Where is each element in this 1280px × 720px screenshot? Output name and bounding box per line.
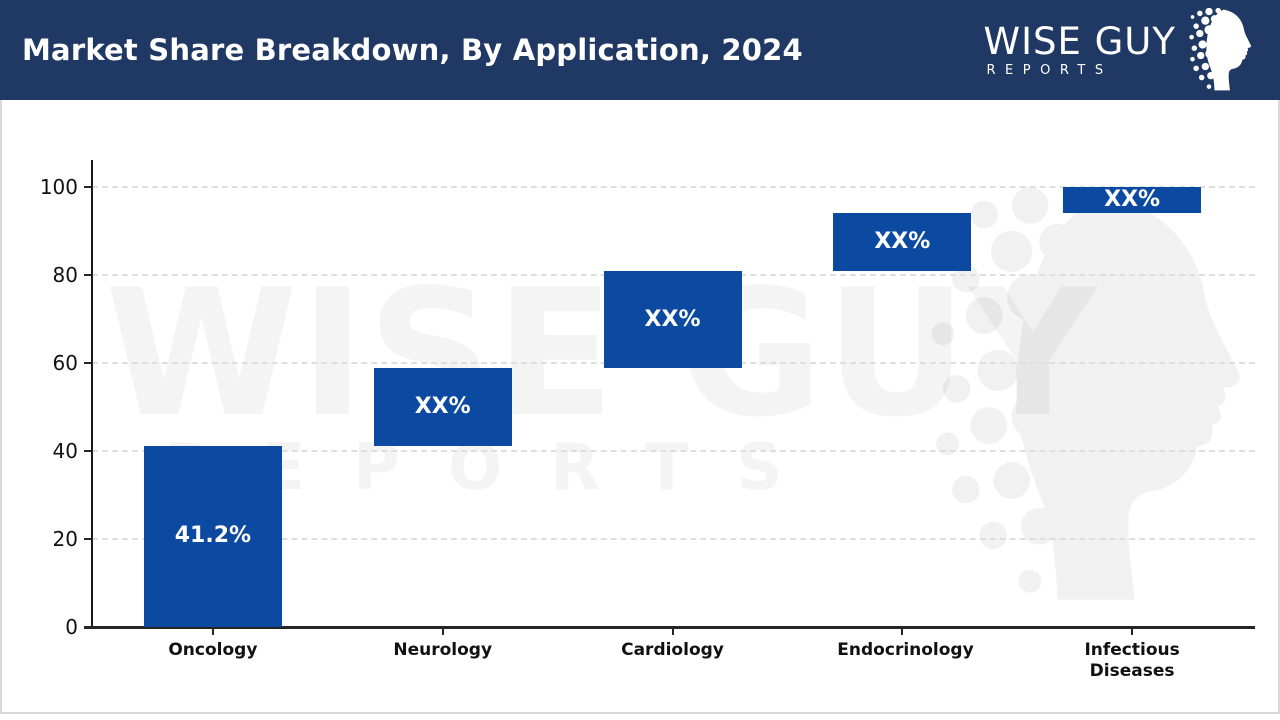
y-tick-40 <box>84 450 91 452</box>
y-tick-label-40: 40 <box>52 439 78 463</box>
bar-value-label: XX% <box>414 393 471 419</box>
x-label-endocrinology: Endocrinology <box>837 640 974 660</box>
x-label-oncology: Oncology <box>168 640 258 660</box>
bar-oncology: 41.2% <box>143 445 282 627</box>
y-tick-label-0: 0 <box>65 615 78 639</box>
y-tick-label-80: 80 <box>52 263 78 287</box>
bar-value-label: XX% <box>874 229 931 255</box>
x-label-neurology: Neurology <box>393 640 493 660</box>
page-title: Market Share Breakdown, By Application, … <box>22 33 803 67</box>
bar-value-label: 41.2% <box>174 523 252 549</box>
watermark-wordmark: WISE GUY <box>105 253 1099 456</box>
y-tick-20 <box>84 538 91 540</box>
x-tick-2 <box>671 627 674 635</box>
x-tick-0 <box>211 627 214 635</box>
bar-infectious-diseases: XX% <box>1063 186 1202 213</box>
logo-text: WISE GUY REPORTS <box>984 23 1176 77</box>
gridline-20 <box>92 538 1255 540</box>
logo-wordmark: WISE GUY <box>983 20 1176 63</box>
chart-card: WISE GUY REPORTS 0 20 40 60 80 100 41.2% Oncolo… <box>0 100 1280 714</box>
gridline-100 <box>92 186 1255 188</box>
x-axis-line <box>84 626 1255 629</box>
wise-guy-reports-logo: WISE GUY REPORTS <box>984 6 1280 94</box>
y-tick-100 <box>84 186 91 188</box>
x-tick-4 <box>1131 627 1134 635</box>
y-tick-label-100: 100 <box>39 175 78 199</box>
x-tick-1 <box>441 627 444 635</box>
logo-subtitle: REPORTS <box>986 63 1113 78</box>
header: Market Share Breakdown, By Application, … <box>0 0 1280 100</box>
x-label-infectious-diseases: Infectious Diseases <box>1084 640 1180 682</box>
bar-value-label: XX% <box>1104 186 1161 212</box>
y-tick-label-20: 20 <box>52 527 78 551</box>
bar-endocrinology: XX% <box>833 212 972 272</box>
x-label-cardiology: Cardiology <box>621 640 724 660</box>
x-tick-3 <box>901 627 904 635</box>
bar-value-label: XX% <box>644 306 701 332</box>
y-tick-80 <box>84 274 91 276</box>
y-tick-label-60: 60 <box>52 351 78 375</box>
bar-neurology: XX% <box>373 368 512 446</box>
bar-cardiology: XX% <box>603 271 742 369</box>
dotted-face-icon <box>1189 7 1251 91</box>
gridline-40 <box>92 450 1255 452</box>
y-axis-line <box>91 160 93 629</box>
y-tick-60 <box>84 362 91 364</box>
